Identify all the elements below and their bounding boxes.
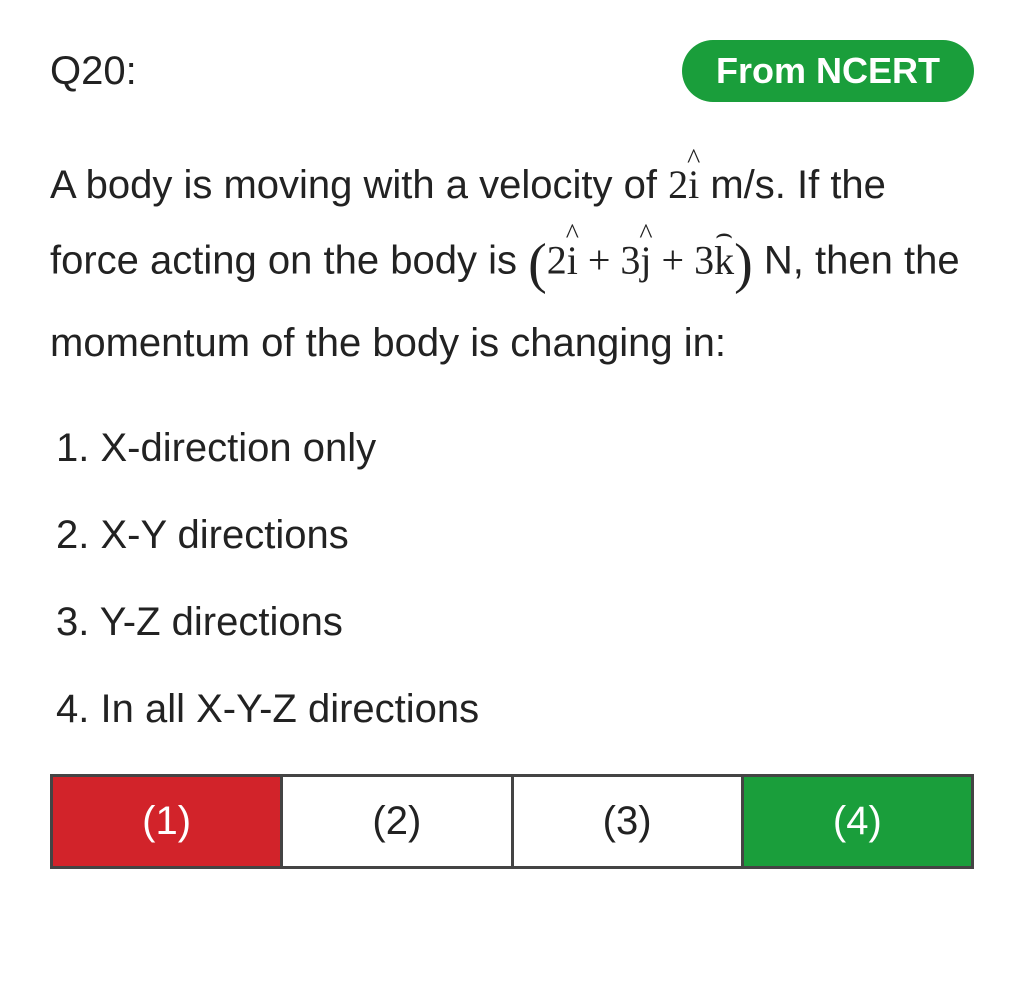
answer-cell-3[interactable]: (3) [514, 777, 744, 866]
wide-hat-icon: ⌢ [715, 212, 733, 258]
rparen: ) [734, 233, 753, 295]
source-badge: From NCERT [682, 40, 974, 102]
option-3: 3. Y-Z directions [56, 600, 974, 645]
velocity-coef: 2 [668, 162, 688, 207]
answer-row: (1) (2) (3) (4) [50, 774, 974, 869]
fj-coef: 3 [620, 238, 640, 283]
question-text: A body is moving with a velocity of 2^i … [50, 152, 974, 376]
question-number: Q20: [50, 49, 137, 94]
hat-icon: ^ [687, 137, 700, 183]
option-2: 2. X-Y directions [56, 513, 974, 558]
options-list: 1. X-direction only 2. X-Y directions 3.… [56, 426, 974, 732]
answer-cell-1[interactable]: (1) [53, 777, 283, 866]
fi-coef: 2 [547, 238, 567, 283]
i-hat: ^i [688, 152, 699, 218]
option-4: 4. In all X-Y-Z directions [56, 687, 974, 732]
fk-hat: ⌢k [714, 228, 734, 294]
fj-hat: ^j [640, 228, 651, 294]
fi-hat: ^i [567, 228, 578, 294]
plus-1: + [578, 238, 621, 283]
plus-2: + [652, 238, 695, 283]
option-1: 1. X-direction only [56, 426, 974, 471]
hat-icon: ^ [566, 212, 579, 258]
answer-cell-4[interactable]: (4) [744, 777, 971, 866]
fk-coef: 3 [694, 238, 714, 283]
q-part-1: A body is moving with a velocity of [50, 163, 668, 207]
lparen: ( [528, 233, 547, 295]
hat-icon: ^ [639, 212, 652, 258]
answer-cell-2[interactable]: (2) [283, 777, 513, 866]
